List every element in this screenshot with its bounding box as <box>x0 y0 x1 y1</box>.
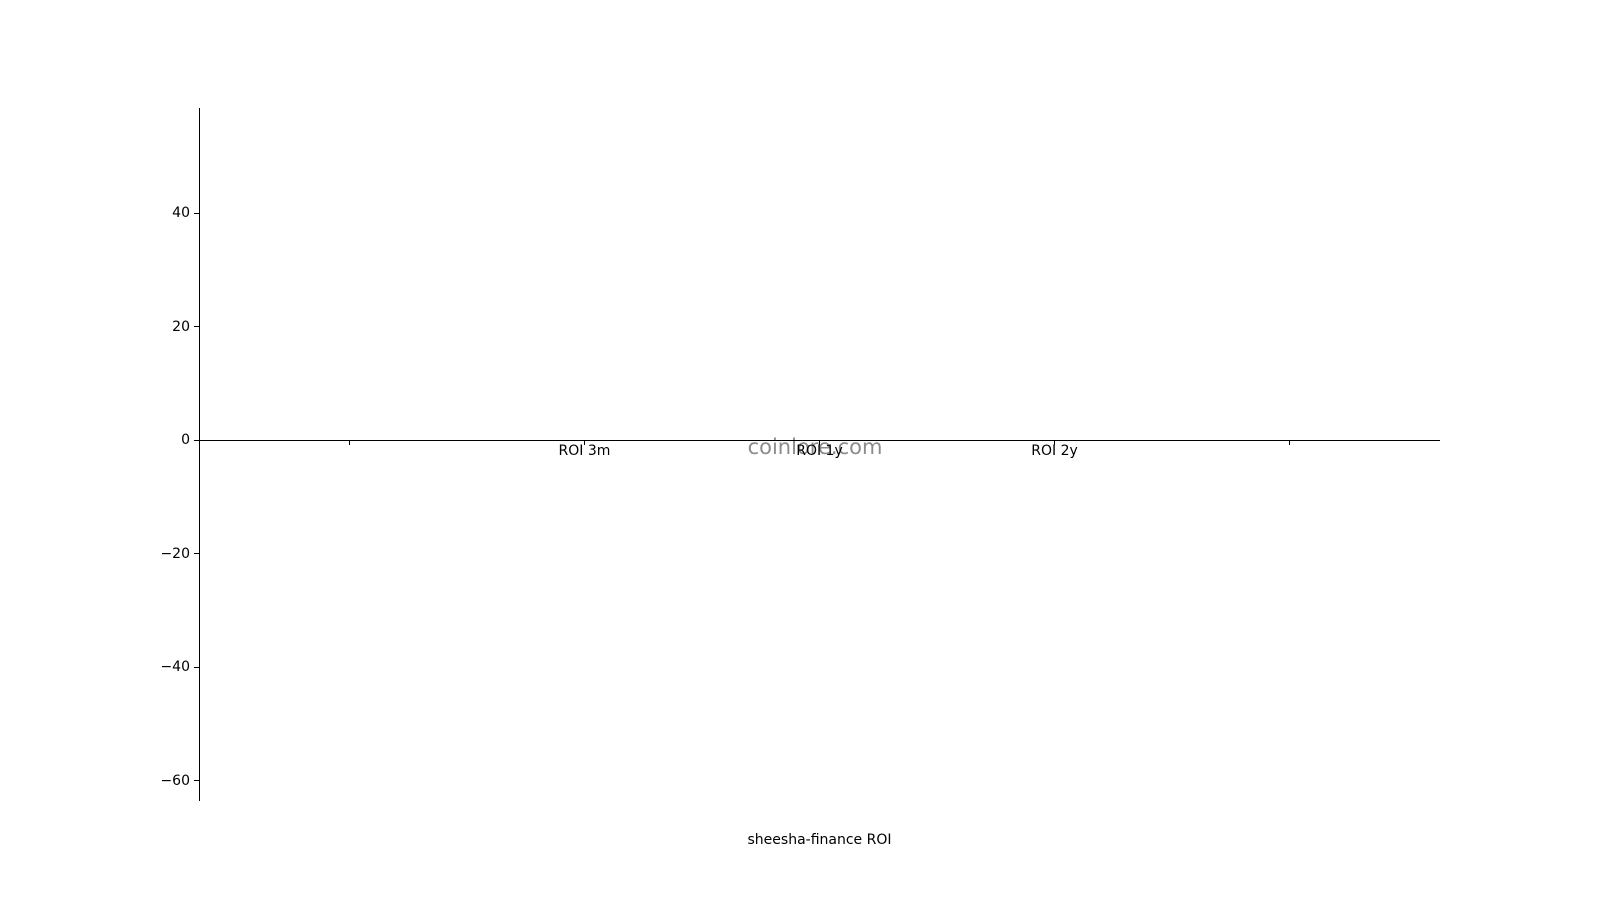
y-tick-label: 40 <box>172 205 190 222</box>
y-tick-label: −20 <box>160 545 190 562</box>
y-tick-label: −40 <box>160 659 190 676</box>
y-tick-label: −60 <box>160 772 190 789</box>
x-tick-label: ROI 2y <box>1031 442 1078 459</box>
y-tick-mark <box>194 326 199 328</box>
x-tick-mark <box>583 440 586 446</box>
y-tick-mark <box>194 439 199 441</box>
y-tick-label: 20 <box>172 318 190 335</box>
x-tick-mark <box>818 440 821 446</box>
watermark: coinlore.com <box>747 435 883 459</box>
x-tick-label: ROI 1y <box>796 442 843 459</box>
y-tick-mark <box>194 666 199 668</box>
y-tick-mark <box>194 780 199 782</box>
x-tick-mark <box>1288 440 1291 446</box>
y-axis-spine <box>199 108 201 801</box>
x-tick-mark <box>1053 440 1056 446</box>
x-tick-label: ROI 3m <box>558 442 611 459</box>
y-tick-mark <box>194 553 199 555</box>
y-tick-mark <box>194 212 199 214</box>
x-tick-mark <box>348 440 350 446</box>
chart-title: sheesha-finance ROI <box>747 832 892 848</box>
y-tick-label: 0 <box>181 432 190 449</box>
